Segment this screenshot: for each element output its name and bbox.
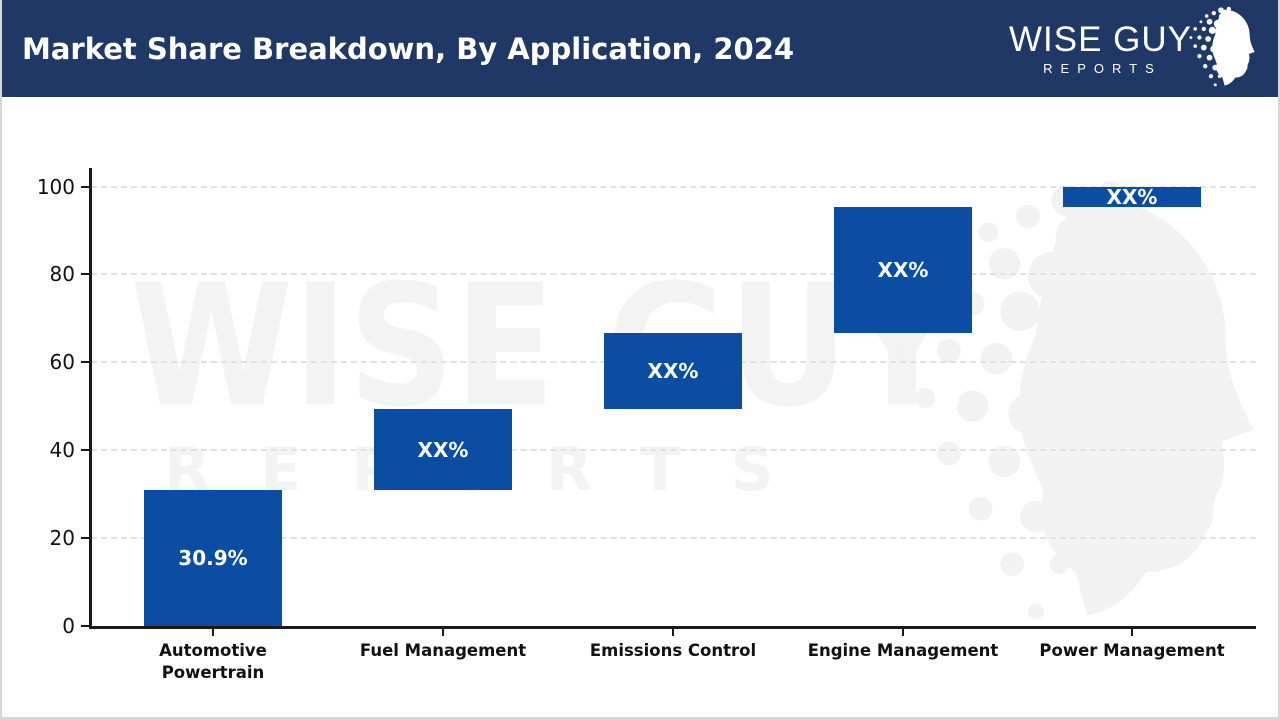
y-tick-label: 60 (49, 350, 75, 375)
category-label: Emissions Control (589, 641, 757, 660)
y-tick-label: 20 (49, 526, 75, 551)
category-label: Power Management (1039, 641, 1225, 660)
bar-value-label: XX% (647, 359, 699, 384)
x-tick (672, 628, 674, 636)
category-label: Engine Management (807, 641, 999, 660)
bar-segment: XX% (834, 207, 972, 334)
y-tick (81, 537, 89, 540)
y-tick-label: 40 (49, 438, 75, 463)
x-axis-line (89, 626, 1256, 629)
y-tick-label: 0 (62, 614, 75, 638)
watermark-wordmark: WISE GUY (130, 248, 956, 444)
gridline (91, 185, 1256, 188)
logo-wordmark: WISE GUY (1008, 19, 1192, 59)
y-tick (81, 361, 89, 364)
gridline (91, 449, 1256, 452)
y-tick-label: 100 (36, 174, 75, 199)
dotted-face-logo-icon (1189, 6, 1255, 86)
bar-segment: XX% (1063, 184, 1201, 209)
bar-segment: XX% (604, 333, 742, 409)
x-tick (212, 628, 214, 636)
bar-segment: XX% (374, 408, 512, 491)
gridline (91, 273, 1256, 276)
category-label: Fuel Management (359, 641, 527, 660)
page-title: Market Share Breakdown, By Application, … (22, 31, 795, 66)
category-label: Automotive Powertrain (159, 641, 267, 683)
watermark-dotted-face-icon (893, 180, 1254, 620)
wise-guy-logo: WISE GUY REPORTS (1009, 6, 1278, 92)
y-tick (81, 273, 89, 276)
y-tick (81, 449, 89, 452)
bar-value-label: XX% (877, 258, 929, 283)
x-tick (1131, 628, 1133, 636)
y-tick (81, 625, 89, 627)
gridline (91, 537, 1256, 540)
bar-segment: 30.9% (144, 490, 282, 626)
bar-value-label: XX% (417, 437, 469, 462)
logo-text: WISE GUY REPORTS (1009, 22, 1192, 76)
y-axis-line (89, 168, 92, 628)
header-bar: Market Share Breakdown, By Application, … (2, 0, 1278, 97)
bar-value-label: 30.9% (178, 546, 248, 571)
y-tick-label: 80 (49, 262, 75, 287)
logo-subtitle: REPORTS (1043, 60, 1162, 76)
bar-value-label: XX% (1106, 184, 1158, 209)
x-tick (902, 628, 904, 636)
y-tick (81, 185, 89, 188)
x-tick (442, 628, 444, 636)
